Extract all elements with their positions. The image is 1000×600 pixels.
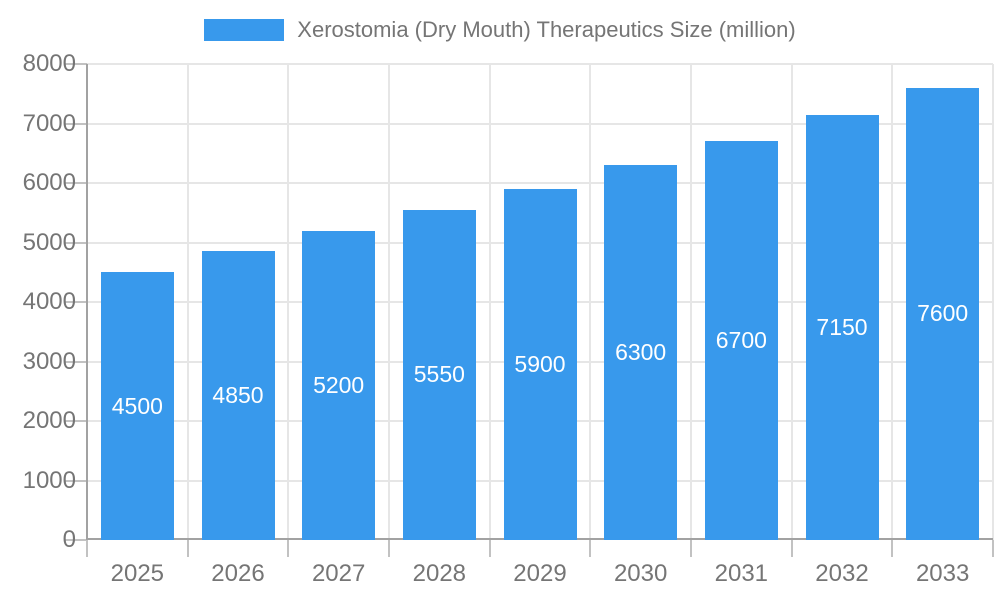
- bar-value-label: 5200: [313, 371, 365, 398]
- y-axis-label: 7000: [22, 109, 76, 137]
- bar[interactable]: 4500: [100, 272, 174, 540]
- y-axis-label: 0: [62, 526, 76, 553]
- bar[interactable]: 7600: [906, 87, 980, 540]
- x-axis-label: 2033: [915, 560, 970, 587]
- gridline-vertical: [790, 64, 793, 540]
- y-axis-tick: [65, 182, 87, 184]
- legend-item[interactable]: Xerostomia (Dry Mouth) Therapeutics Size…: [0, 17, 1000, 43]
- y-axis-line: [86, 64, 88, 540]
- gridline-vertical: [186, 64, 189, 540]
- gridline-vertical: [992, 64, 994, 540]
- y-axis-label: 6000: [22, 169, 76, 196]
- gridline-vertical: [287, 64, 290, 540]
- y-axis-label: 8000: [22, 50, 76, 77]
- y-axis-label: 5000: [22, 228, 76, 256]
- x-axis-tick: [86, 540, 88, 557]
- bar-value-label: 6700: [715, 327, 767, 354]
- bar-value-label: 6300: [615, 339, 667, 366]
- y-axis-label: 1000: [22, 466, 76, 494]
- gridline-vertical: [690, 64, 692, 540]
- bar[interactable]: 6700: [704, 141, 778, 540]
- x-axis-label: 2025: [110, 560, 165, 587]
- y-axis-tick: [65, 301, 87, 303]
- y-axis-tick: [65, 420, 87, 422]
- gridline-horizontal: [87, 122, 993, 125]
- x-axis-tick: [790, 540, 793, 557]
- x-axis-label: 2032: [815, 560, 869, 587]
- bar-value-label: 7150: [816, 313, 868, 340]
- bar[interactable]: 4850: [201, 251, 275, 540]
- bar[interactable]: 7150: [805, 114, 879, 540]
- x-axis-tick: [488, 540, 491, 557]
- bar[interactable]: 5900: [503, 188, 577, 540]
- gridline-horizontal: [87, 182, 993, 184]
- x-axis-label: 2028: [412, 560, 467, 587]
- x-axis-label: 2026: [211, 560, 265, 587]
- x-axis-label: 2031: [714, 560, 769, 587]
- y-axis-label: 2000: [22, 407, 76, 434]
- bar[interactable]: 5550: [402, 209, 476, 540]
- x-axis-tick: [690, 540, 692, 557]
- x-axis-tick: [891, 540, 894, 557]
- x-axis-tick: [992, 540, 994, 557]
- bar[interactable]: 6300: [604, 165, 678, 540]
- bar-value-label: 7600: [917, 300, 969, 327]
- y-axis-tick: [65, 63, 87, 65]
- legend-swatch: [204, 19, 285, 41]
- x-axis-tick: [287, 540, 290, 557]
- x-axis-label: 2027: [311, 560, 366, 587]
- bar-value-label: 5550: [413, 361, 465, 388]
- x-axis-tick: [589, 540, 592, 557]
- gridline-vertical: [388, 64, 390, 540]
- x-axis-tick: [186, 540, 189, 557]
- y-axis-tick: [65, 539, 87, 541]
- y-axis-tick: [65, 479, 87, 482]
- y-axis-label: 4000: [22, 288, 76, 315]
- y-axis-tick: [65, 360, 87, 363]
- gridline-vertical: [488, 64, 491, 540]
- x-axis-label: 2029: [513, 560, 567, 587]
- legend-label: Xerostomia (Dry Mouth) Therapeutics Size…: [297, 17, 796, 42]
- y-axis-tick: [65, 122, 87, 125]
- gridline-horizontal: [87, 63, 993, 65]
- x-axis-tick: [388, 540, 390, 557]
- bar-value-label: 5900: [514, 350, 566, 377]
- bar[interactable]: 5200: [302, 230, 376, 540]
- bar-value-label: 4500: [111, 392, 163, 419]
- gridline-vertical: [891, 64, 894, 540]
- gridline-vertical: [589, 64, 592, 540]
- x-axis-label: 2030: [613, 560, 668, 587]
- y-axis-tick: [65, 241, 87, 244]
- y-axis-label: 3000: [22, 347, 76, 375]
- bar-value-label: 4850: [212, 382, 264, 409]
